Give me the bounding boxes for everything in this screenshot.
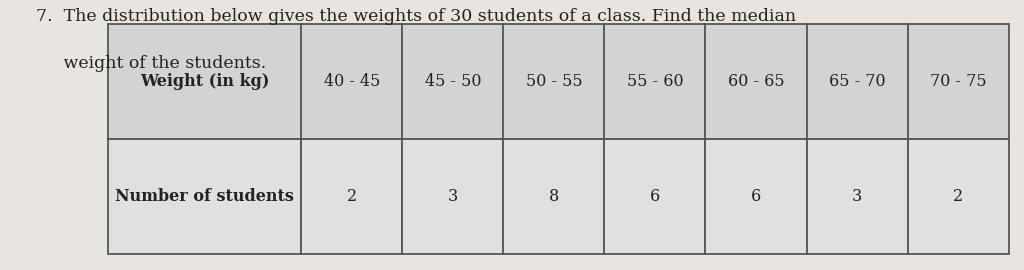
Bar bbox=[807, 24, 907, 139]
Bar bbox=[301, 139, 402, 254]
Bar bbox=[604, 139, 706, 254]
Bar bbox=[504, 24, 604, 139]
Text: 50 - 55: 50 - 55 bbox=[525, 73, 583, 90]
Text: Number of students: Number of students bbox=[115, 188, 294, 205]
Bar bbox=[108, 139, 301, 254]
Text: 45 - 50: 45 - 50 bbox=[425, 73, 481, 90]
Text: 3: 3 bbox=[447, 188, 458, 205]
Bar bbox=[706, 24, 807, 139]
Bar bbox=[402, 24, 504, 139]
Text: 8: 8 bbox=[549, 188, 559, 205]
Text: 7.  The distribution below gives the weights of 30 students of a class. Find the: 7. The distribution below gives the weig… bbox=[36, 8, 796, 25]
Bar bbox=[807, 139, 907, 254]
Bar bbox=[402, 139, 504, 254]
Text: 60 - 65: 60 - 65 bbox=[728, 73, 784, 90]
Text: Weight (in kg): Weight (in kg) bbox=[139, 73, 269, 90]
Bar bbox=[604, 24, 706, 139]
Text: weight of the students.: weight of the students. bbox=[36, 55, 266, 72]
Text: 6: 6 bbox=[650, 188, 660, 205]
Bar bbox=[108, 24, 301, 139]
Text: 6: 6 bbox=[751, 188, 761, 205]
Text: 2: 2 bbox=[953, 188, 964, 205]
Text: 2: 2 bbox=[347, 188, 356, 205]
Text: 40 - 45: 40 - 45 bbox=[324, 73, 380, 90]
Bar bbox=[907, 24, 1009, 139]
Text: 65 - 70: 65 - 70 bbox=[828, 73, 886, 90]
Bar bbox=[504, 139, 604, 254]
Bar bbox=[907, 139, 1009, 254]
Text: 70 - 75: 70 - 75 bbox=[930, 73, 986, 90]
Bar bbox=[706, 139, 807, 254]
Text: 55 - 60: 55 - 60 bbox=[627, 73, 683, 90]
Text: 3: 3 bbox=[852, 188, 862, 205]
Bar bbox=[301, 24, 402, 139]
